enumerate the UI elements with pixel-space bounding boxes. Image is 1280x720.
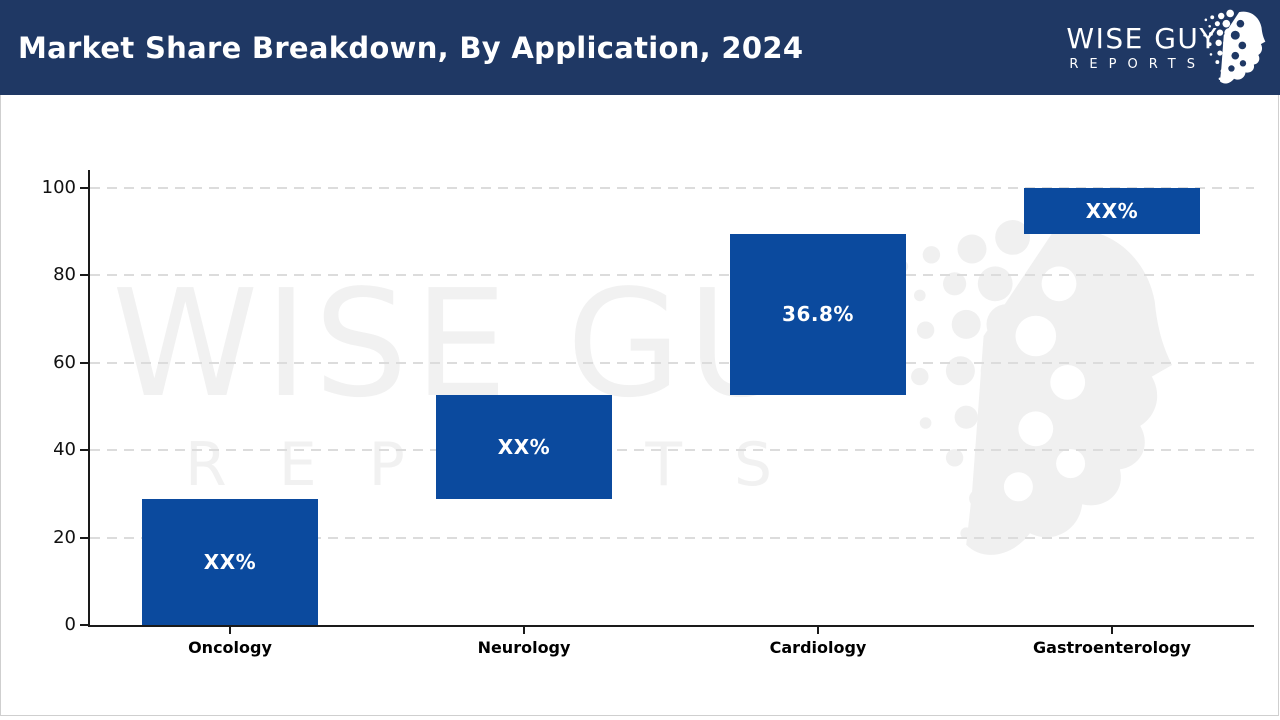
x-axis-line [88, 625, 1254, 627]
gridline [90, 186, 1254, 189]
gridline [90, 536, 1254, 539]
bar-gastroenterology: XX% [1024, 187, 1200, 234]
y-axis-tick [80, 186, 88, 189]
y-axis-label: 60 [53, 351, 76, 373]
x-axis-tick [1111, 627, 1113, 634]
bar-value-label: XX% [497, 434, 551, 459]
y-axis-tick [80, 274, 88, 276]
y-axis-tick [80, 624, 88, 626]
y-axis-label: 100 [41, 176, 76, 198]
x-axis-category-label: Oncology [188, 638, 272, 657]
y-axis-label: 0 [64, 614, 76, 635]
bar-value-label: XX% [1085, 198, 1139, 223]
gridline [90, 449, 1254, 451]
page-title: Market Share Breakdown, By Application, … [18, 30, 804, 65]
y-axis-label: 80 [53, 264, 76, 285]
bar-cardiology: 36.8% [730, 233, 906, 395]
brand-logo-subtitle: REPORTS [1069, 56, 1206, 72]
dotted-head-logo-icon [1203, 9, 1266, 84]
y-axis-label: 40 [53, 439, 76, 460]
gridline [90, 361, 1254, 364]
y-axis-tick [80, 449, 88, 451]
bar-neurology: XX% [436, 394, 612, 499]
bar-value-label: XX% [203, 550, 257, 574]
brand-logo: WISE GUY REPORTS [1066, 0, 1266, 95]
brand-logo-text: WISE GUY REPORTS [1066, 21, 1218, 72]
x-axis-tick [229, 627, 231, 634]
y-axis-tick [80, 361, 88, 364]
x-axis-category-label: Neurology [477, 638, 571, 657]
y-axis-tick [80, 536, 88, 539]
y-axis-line [88, 170, 90, 627]
gridline [90, 274, 1254, 276]
header-bar: Market Share Breakdown, By Application, … [0, 0, 1280, 95]
bar-value-label: 36.8% [782, 302, 854, 327]
x-axis-category-label: Cardiology [769, 638, 867, 657]
x-axis-category-label: Gastroenterology [1033, 638, 1191, 657]
bar-oncology: XX% [142, 499, 318, 625]
brand-logo-wordmark: WISE GUY [1066, 21, 1218, 55]
x-axis-tick [817, 627, 819, 634]
y-axis-label: 20 [53, 526, 76, 548]
x-axis-tick [523, 627, 525, 634]
